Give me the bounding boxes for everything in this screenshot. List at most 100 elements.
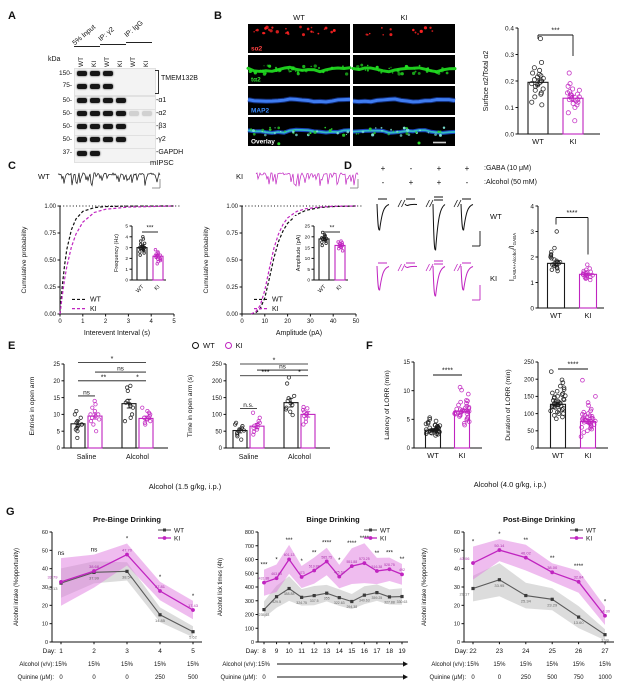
svg-text:15%: 15%: [121, 662, 134, 668]
blot-band: [77, 111, 87, 116]
kda-marker: 50-: [62, 96, 72, 104]
svg-text:3.99: 3.99: [601, 638, 610, 643]
svg-text:*: *: [300, 559, 303, 565]
svg-text:**: **: [550, 556, 555, 562]
svg-text:15%: 15%: [520, 662, 533, 668]
micrograph-ta2-ki: [351, 55, 457, 84]
svg-text:Alcohol (v/v):: Alcohol (v/v):: [431, 662, 466, 668]
blot-band: [142, 111, 152, 116]
svg-text:Saline: Saline: [239, 454, 259, 461]
svg-text:294.38: 294.38: [346, 605, 357, 609]
svg-text:500: 500: [547, 675, 558, 681]
svg-text:0: 0: [59, 675, 63, 681]
svg-text:600: 600: [245, 558, 254, 564]
svg-text:Frequency (Hz): Frequency (Hz): [114, 234, 120, 272]
blot-band: [77, 98, 87, 103]
svg-text:4: 4: [150, 319, 154, 325]
blot-protein-label: -γ2: [156, 135, 166, 143]
svg-text:*: *: [498, 532, 501, 538]
duration-lorr-chart: 0 50 100 150 200 250 Duration of LORR (min) WT K…: [505, 360, 608, 460]
svg-text:516.38: 516.38: [372, 565, 383, 569]
svg-text:****: ****: [322, 541, 332, 547]
svg-text:38.68: 38.68: [89, 564, 100, 569]
svg-text:**: **: [312, 550, 317, 556]
svg-text:9: 9: [275, 648, 279, 655]
micrograph-map2-wt: MAP2: [247, 86, 351, 115]
svg-text:23.29: 23.29: [547, 602, 558, 607]
svg-text:13.60: 13.60: [574, 620, 585, 625]
svg-text:Alcohol: Alcohol: [126, 454, 149, 461]
svg-text:Post-Binge Drinking: Post-Binge Drinking: [503, 515, 576, 524]
svg-text:340.63: 340.63: [359, 599, 370, 603]
micrograph-overlay-wt: Overlay: [247, 117, 351, 146]
svg-text:ns: ns: [91, 547, 99, 554]
legend-ki-label: KI: [235, 341, 243, 350]
kda-marker: 50-: [62, 122, 72, 130]
panel-d-label: D: [344, 160, 352, 172]
svg-text:KI: KI: [584, 311, 591, 320]
blot-band: [77, 124, 87, 129]
svg-text:50: 50: [215, 429, 222, 435]
panel-a-label: A: [8, 10, 16, 22]
svg-text:500: 500: [188, 675, 199, 681]
tmem-bracket: [155, 70, 159, 94]
svg-text:0.00: 0.00: [44, 312, 56, 318]
svg-text:1: 1: [59, 648, 63, 655]
svg-text:355: 355: [324, 597, 330, 601]
header-underline: [74, 46, 100, 47]
svg-text:2: 2: [530, 254, 534, 261]
svg-text:15%: 15%: [88, 662, 101, 668]
svg-text:15: 15: [348, 648, 356, 655]
svg-text:250: 250: [212, 362, 223, 368]
svg-text:****: ****: [567, 210, 578, 217]
surface-a2-bar-chart: 0.0 0.1 0.2 0.3 0.4 Surface α2/Total α2 WT KI **…: [483, 25, 600, 146]
svg-text:50: 50: [527, 429, 534, 435]
svg-text:***: ***: [260, 563, 268, 569]
svg-text:Alcohol lick times (4h): Alcohol lick times (4h): [218, 558, 224, 616]
svg-text:0: 0: [125, 675, 129, 681]
blot-band: [103, 98, 113, 103]
svg-text:5: 5: [407, 417, 411, 423]
svg-text:601.13: 601.13: [284, 553, 295, 557]
kda-marker: 150-: [58, 69, 72, 77]
kda-marker: 50-: [62, 135, 72, 143]
svg-text:27: 27: [601, 648, 609, 655]
condition-sign: +: [408, 178, 414, 187]
condition-sign: +: [380, 164, 386, 173]
svg-text:15%: 15%: [573, 662, 586, 668]
svg-text:****: ****: [574, 564, 584, 570]
svg-text:15: 15: [305, 245, 311, 251]
blot-band: [103, 111, 113, 116]
blot-band: [90, 83, 100, 89]
svg-text:528.75: 528.75: [384, 563, 395, 567]
svg-text:0: 0: [240, 319, 244, 325]
blot-strip: [74, 148, 156, 163]
svg-text:16: 16: [361, 648, 369, 655]
svg-text:30: 30: [454, 585, 460, 591]
svg-text:40: 40: [330, 319, 337, 325]
svg-text:100: 100: [212, 413, 223, 419]
svg-text:25: 25: [549, 648, 557, 655]
condition-sign: +: [464, 164, 470, 173]
svg-text:Cumulative probability: Cumulative probability: [21, 226, 28, 293]
svg-text:235.63: 235.63: [259, 613, 270, 617]
svg-text:50: 50: [353, 319, 360, 325]
panel-f-label: F: [366, 340, 373, 352]
svg-text:**: **: [101, 374, 107, 381]
blot-band: [116, 124, 126, 129]
panel-e-xlabel: Alcohol (1.5 g/kg, i.p.): [148, 482, 222, 491]
condition-sign: -: [409, 164, 413, 173]
svg-text:463.63: 463.63: [271, 572, 282, 576]
svg-text:*: *: [298, 369, 301, 376]
svg-text:*: *: [192, 594, 195, 600]
svg-text:KI: KI: [586, 536, 592, 543]
svg-text:*: *: [275, 558, 278, 564]
post-binge-drinking-chart: Post-Binge Drinking Alcohol intake (%oppo…: [422, 515, 614, 681]
svg-text:0: 0: [471, 675, 475, 681]
svg-text:32.79: 32.79: [47, 575, 58, 580]
svg-text:*: *: [126, 537, 129, 543]
svg-text:Time in open arm (s): Time in open arm (s): [187, 375, 194, 437]
svg-text:Quinine (μM):: Quinine (μM):: [430, 675, 467, 681]
svg-text:1000: 1000: [598, 675, 612, 681]
svg-text:40: 40: [454, 567, 460, 573]
